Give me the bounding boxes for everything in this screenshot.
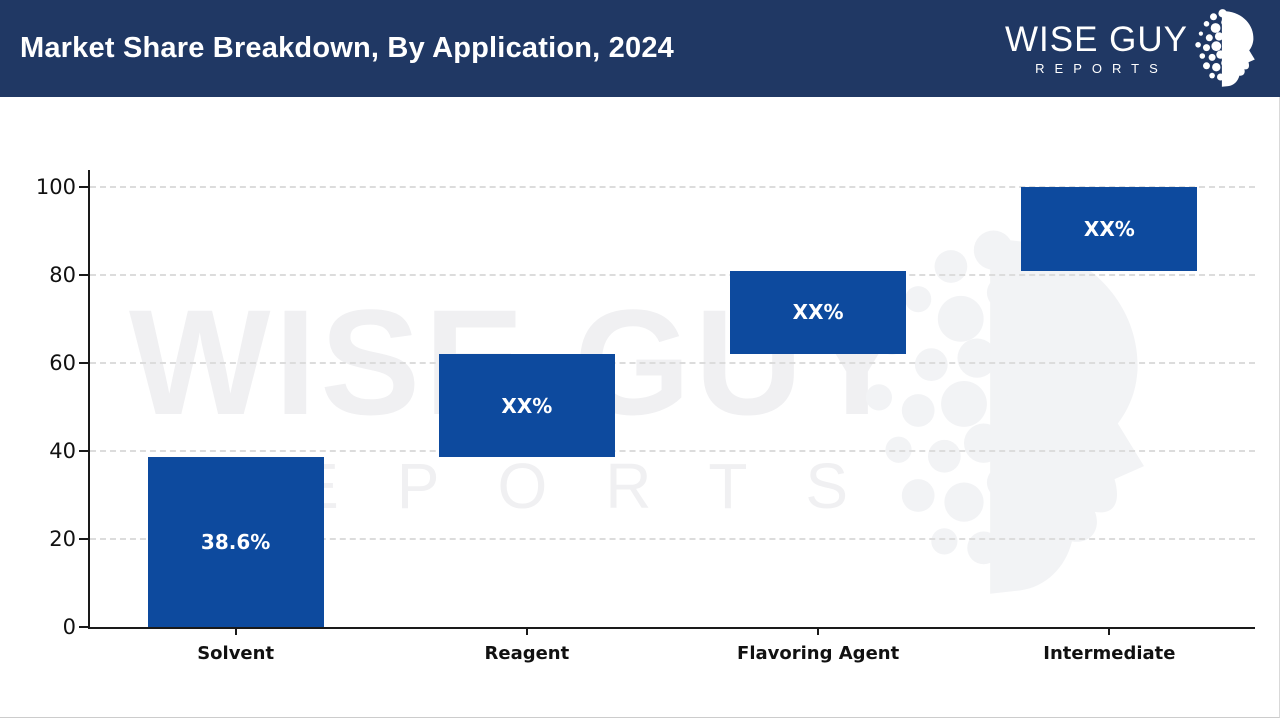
y-gridline	[90, 538, 1255, 540]
y-tick	[79, 362, 88, 364]
bar-value-label: XX%	[501, 393, 553, 418]
y-tick-label: 0	[62, 615, 76, 639]
x-tick	[525, 627, 528, 635]
y-tick-label: 60	[49, 351, 76, 375]
bar-value-label: XX%	[1083, 216, 1135, 241]
bar-value-label: 38.6%	[200, 530, 271, 555]
plot: 0 20 40 60 80 100 38.6% Solvent XX% Reagent XX% Fla…	[36, 170, 1255, 664]
x-tick	[1108, 627, 1111, 635]
y-tick	[79, 186, 88, 188]
y-tick-label: 40	[49, 439, 76, 463]
wiseguy-logo: WISE GUY REPORTS	[1005, 6, 1266, 92]
y-tick	[79, 450, 88, 452]
x-tick	[234, 627, 237, 635]
logo-line2: REPORTS	[1035, 61, 1168, 76]
y-axis-extension	[88, 170, 90, 187]
x-axis-label-intermediate: Intermediate	[1043, 643, 1176, 664]
bar-flavoring-agent: XX%	[730, 270, 907, 355]
dotted-head-profile-icon	[1195, 9, 1255, 87]
y-tick	[79, 538, 88, 540]
y-gridline	[90, 186, 1255, 188]
bar-reagent: XX%	[438, 354, 615, 458]
y-tick	[79, 626, 88, 628]
x-tick	[817, 627, 820, 635]
page-title: Market Share Breakdown, By Application, …	[20, 32, 674, 64]
bar-solvent: 38.6%	[147, 457, 324, 627]
y-gridline	[90, 274, 1255, 276]
header-bar: Market Share Breakdown, By Application, …	[0, 0, 1280, 97]
y-tick-label: 20	[49, 527, 76, 551]
logo-text: WISE GUY REPORTS	[1005, 22, 1188, 76]
x-axis-label-solvent: Solvent	[197, 643, 275, 664]
y-gridline	[90, 362, 1255, 364]
y-gridline	[90, 450, 1255, 452]
x-axis-label-reagent: Reagent	[484, 643, 570, 664]
y-tick-label: 100	[35, 175, 76, 199]
bar-intermediate: XX%	[1021, 187, 1198, 271]
y-tick-label: 80	[49, 263, 76, 287]
x-axis-label-flavoring-agent: Flavoring Agent	[737, 643, 900, 664]
logo-line1: WISE GUY	[1004, 20, 1188, 59]
y-tick	[79, 274, 88, 276]
chart-area: WISE GUY REPORTS 0 20 40 60 80 100 38.6% S	[0, 97, 1280, 718]
bar-value-label: XX%	[792, 300, 844, 325]
